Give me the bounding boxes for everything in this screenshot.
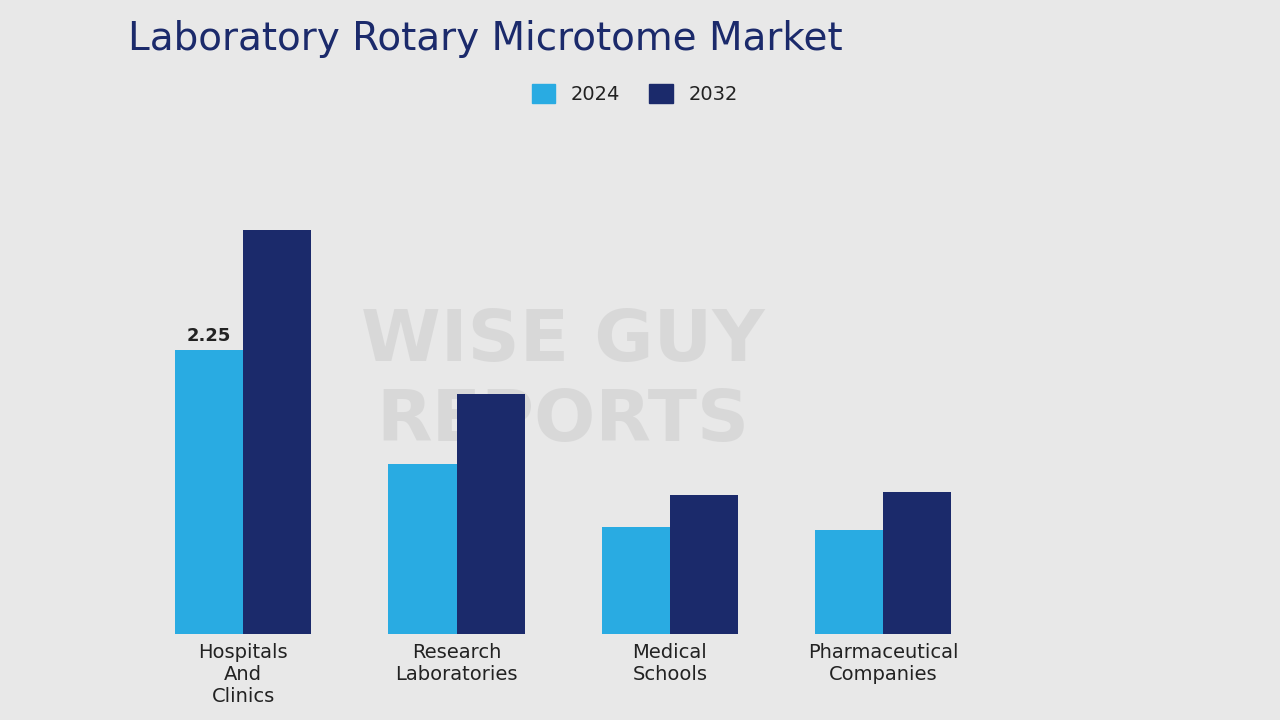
Text: WISE GUY
REPORTS: WISE GUY REPORTS — [361, 307, 765, 456]
Bar — [815, 530, 883, 634]
Legend: 2024, 2032: 2024, 2032 — [522, 74, 748, 114]
Text: 2.25: 2.25 — [187, 327, 232, 345]
Bar — [243, 230, 311, 634]
Bar — [669, 495, 739, 634]
Bar — [388, 464, 457, 634]
Bar — [457, 395, 525, 634]
Bar — [602, 526, 669, 634]
Bar — [883, 492, 951, 634]
Text: Laboratory Rotary Microtome Market: Laboratory Rotary Microtome Market — [128, 19, 842, 58]
Bar — [175, 350, 243, 634]
